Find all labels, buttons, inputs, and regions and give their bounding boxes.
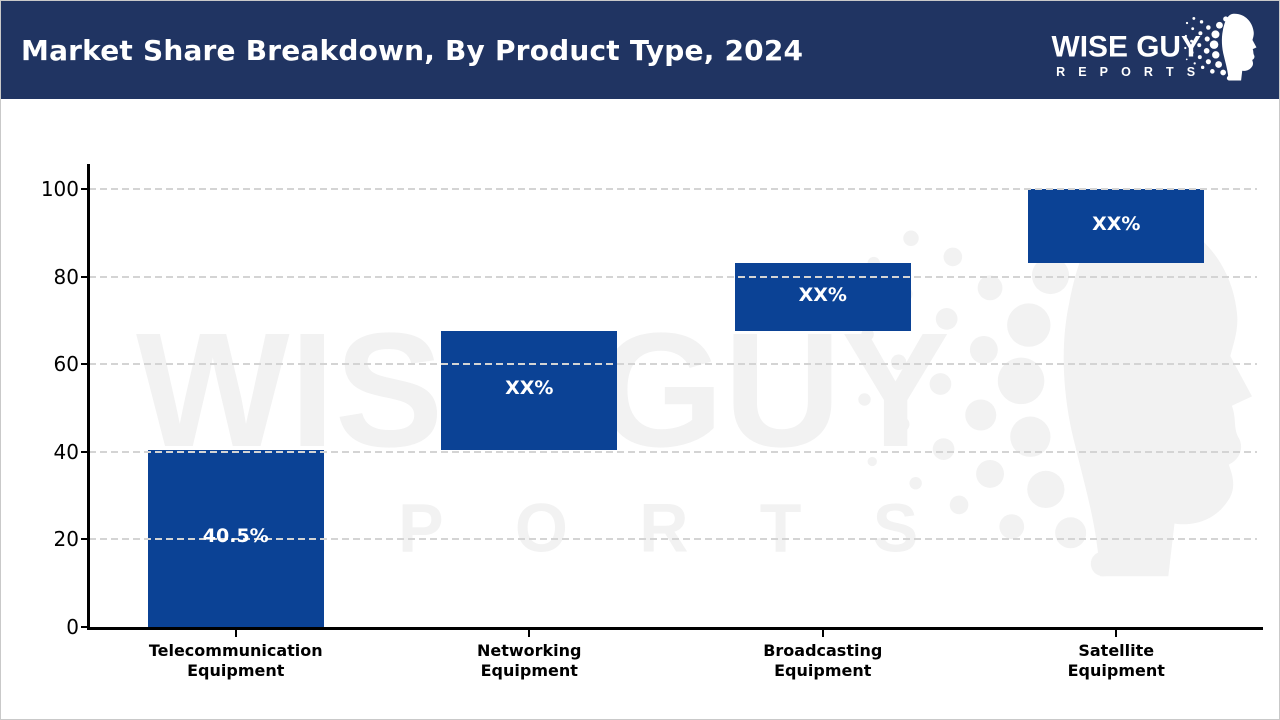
x-category-label: Networking Equipment [399,641,659,681]
y-tick-mark [81,626,89,628]
bar-value-label: XX% [798,284,847,307]
x-category-line: Equipment [480,661,578,680]
bar-broadcasting-equipment [734,263,911,332]
y-tick-mark [81,450,89,453]
page-title: Market Share Breakdown, By Product Type,… [21,33,804,67]
gridline [89,538,1257,541]
x-category-label: Satellite Equipment [986,641,1246,681]
y-tick-label: 60 [53,352,79,377]
x-category-label: Telecommunication Equipment [106,641,366,681]
bar-networking-equipment [441,331,618,450]
y-axis-spine [87,164,90,629]
bar-value-label: XX% [1092,213,1141,236]
x-axis-spine [87,627,1263,630]
y-tick-mark [81,188,89,190]
gridline [89,275,1257,278]
header: Market Share Breakdown, By Product Type,… [1,1,1279,99]
x-tick-mark [1115,629,1118,637]
y-tick-label: 80 [53,264,79,289]
x-category-line: Equipment [187,661,285,680]
y-tick-mark [81,275,89,278]
x-category-line: Equipment [1067,661,1165,680]
y-tick-label: 20 [53,527,79,552]
gridline [89,188,1257,190]
x-category-line: Telecommunication [148,641,323,660]
x-tick-mark [234,629,237,637]
y-tick-label: 40 [53,439,79,464]
y-tick-label: 100 [40,177,79,201]
bar-value-label: 40.5% [202,525,269,548]
gridline [89,450,1257,453]
y-tick-mark [81,538,89,541]
gridline [89,363,1257,366]
bar-telecommunication-equipment [147,449,324,627]
y-tick-mark [81,363,89,366]
x-tick-mark [528,629,531,637]
bar-value-label: XX% [505,377,554,400]
bar-satellite-equipment [1028,189,1205,264]
x-category-line: Satellite [1078,641,1155,660]
x-tick-mark [821,629,824,637]
y-tick-label: 0 [66,615,79,639]
x-category-line: Equipment [774,661,872,680]
x-category-label: Broadcasting Equipment [693,641,953,681]
x-category-line: Broadcasting [763,641,883,660]
x-category-line: Networking [476,641,582,660]
